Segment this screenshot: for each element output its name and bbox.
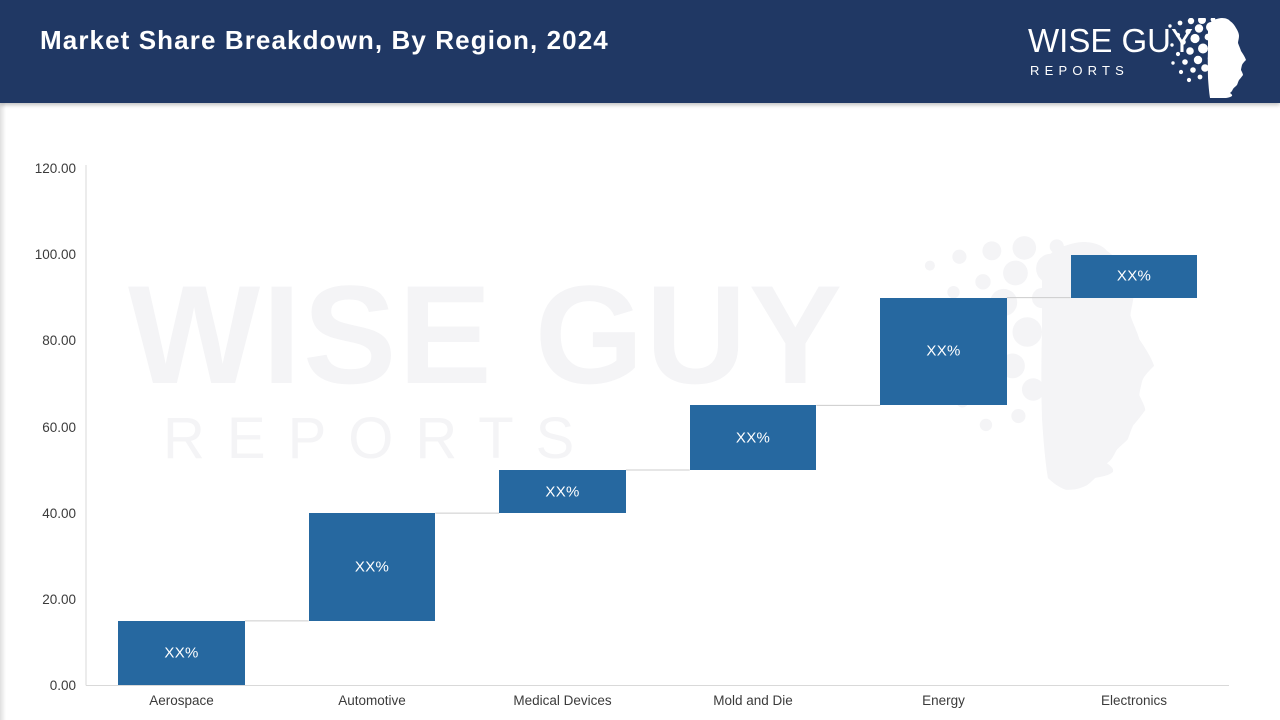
svg-text:REPORTS: REPORTS — [1030, 63, 1129, 78]
svg-text:WISE GUY: WISE GUY — [1028, 22, 1193, 59]
